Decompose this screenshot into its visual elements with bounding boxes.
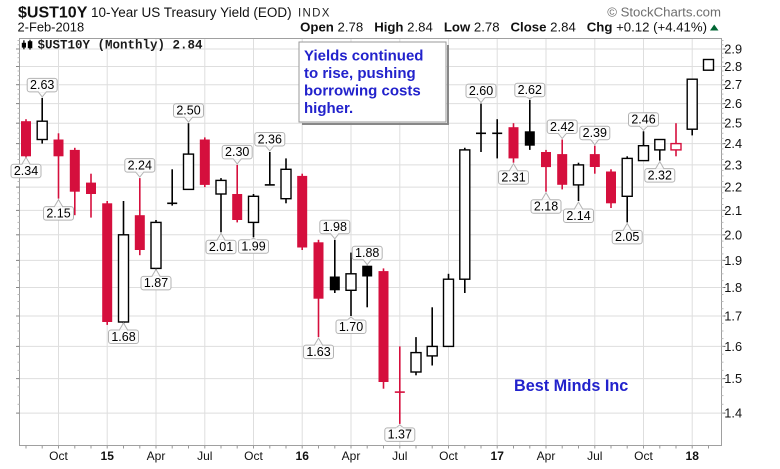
svg-text:2.15: 2.15 [46,206,70,220]
svg-text:borrowing costs: borrowing costs [304,83,421,100]
svg-text:2.3: 2.3 [724,157,742,172]
svg-text:2.14: 2.14 [566,209,590,223]
svg-text:2.62: 2.62 [518,83,542,97]
svg-text:1.99: 1.99 [241,240,265,254]
svg-text:2.36: 2.36 [258,132,282,146]
svg-text:2-Feb-2018: 2-Feb-2018 [18,20,85,35]
svg-text:1.6: 1.6 [724,339,742,354]
svg-text:$UST10Y (Monthly) 2.84: $UST10Y (Monthly) 2.84 [38,39,204,53]
svg-text:2.0: 2.0 [724,227,742,242]
svg-text:2.2: 2.2 [724,180,742,195]
svg-text:2.18: 2.18 [534,200,558,214]
svg-text:2.9: 2.9 [724,42,742,57]
svg-text:Apr: Apr [537,449,556,463]
svg-text:2.01: 2.01 [209,240,233,254]
svg-text:INDX: INDX [298,8,331,20]
svg-text:Yields continued: Yields continued [304,48,423,65]
svg-text:2.24: 2.24 [128,158,152,172]
svg-text:1.4: 1.4 [724,406,742,421]
svg-text:2.46: 2.46 [631,113,655,127]
svg-text:Oct: Oct [439,449,458,463]
svg-text:$UST10Y: $UST10Y [18,5,88,22]
svg-text:2.39: 2.39 [583,126,607,140]
svg-text:2.05: 2.05 [615,230,639,244]
svg-text:2.60: 2.60 [469,84,493,98]
svg-text:2.32: 2.32 [648,168,672,182]
svg-text:1.5: 1.5 [724,371,742,386]
svg-text:1.68: 1.68 [111,330,135,344]
svg-text:2.4: 2.4 [724,136,742,151]
svg-text:2.8: 2.8 [724,59,742,74]
svg-text:Jul: Jul [197,449,212,463]
svg-text:2.34: 2.34 [14,164,38,178]
svg-text:2.1: 2.1 [724,203,742,218]
svg-text:2.50: 2.50 [176,104,200,118]
svg-text:2.30: 2.30 [225,145,249,159]
svg-text:Jul: Jul [392,449,407,463]
svg-text:1.88: 1.88 [355,246,379,260]
svg-text:Jul: Jul [587,449,602,463]
svg-text:2.6: 2.6 [724,96,742,111]
svg-text:higher.: higher. [304,100,353,117]
svg-text:18: 18 [686,449,700,463]
svg-text:1.63: 1.63 [306,345,330,359]
svg-text:Oct: Oct [244,449,263,463]
svg-text:Oct: Oct [634,449,653,463]
svg-text:1.87: 1.87 [144,276,168,290]
svg-text:1.37: 1.37 [388,428,412,442]
svg-text:1.7: 1.7 [724,309,742,324]
svg-text:1.98: 1.98 [323,220,347,234]
svg-text:Best Minds Inc: Best Minds Inc [514,377,628,395]
svg-text:1.70: 1.70 [339,320,363,334]
svg-text:to rise, pushing: to rise, pushing [304,65,416,82]
svg-text:© StockCharts.com: © StockCharts.com [607,5,721,20]
svg-text:16: 16 [296,449,310,463]
svg-text:2.31: 2.31 [501,171,525,185]
svg-text:2.7: 2.7 [724,77,742,92]
svg-text:2.42: 2.42 [550,120,574,134]
svg-text:2.5: 2.5 [724,116,742,131]
svg-text:Open 2.78 High 2.84 Low 2.: Open 2.78 High 2.84 Low 2.78 Close 2.84 … [300,20,707,35]
svg-text:Apr: Apr [342,449,361,463]
svg-text:1.8: 1.8 [724,280,742,295]
svg-text:10-Year US Treasury Yield (EOD: 10-Year US Treasury Yield (EOD) [91,5,292,20]
svg-text:17: 17 [491,449,505,463]
svg-text:2.63: 2.63 [30,78,54,92]
svg-text:1.9: 1.9 [724,253,742,268]
svg-text:Oct: Oct [49,449,68,463]
svg-text:15: 15 [101,449,115,463]
svg-text:Apr: Apr [147,449,166,463]
